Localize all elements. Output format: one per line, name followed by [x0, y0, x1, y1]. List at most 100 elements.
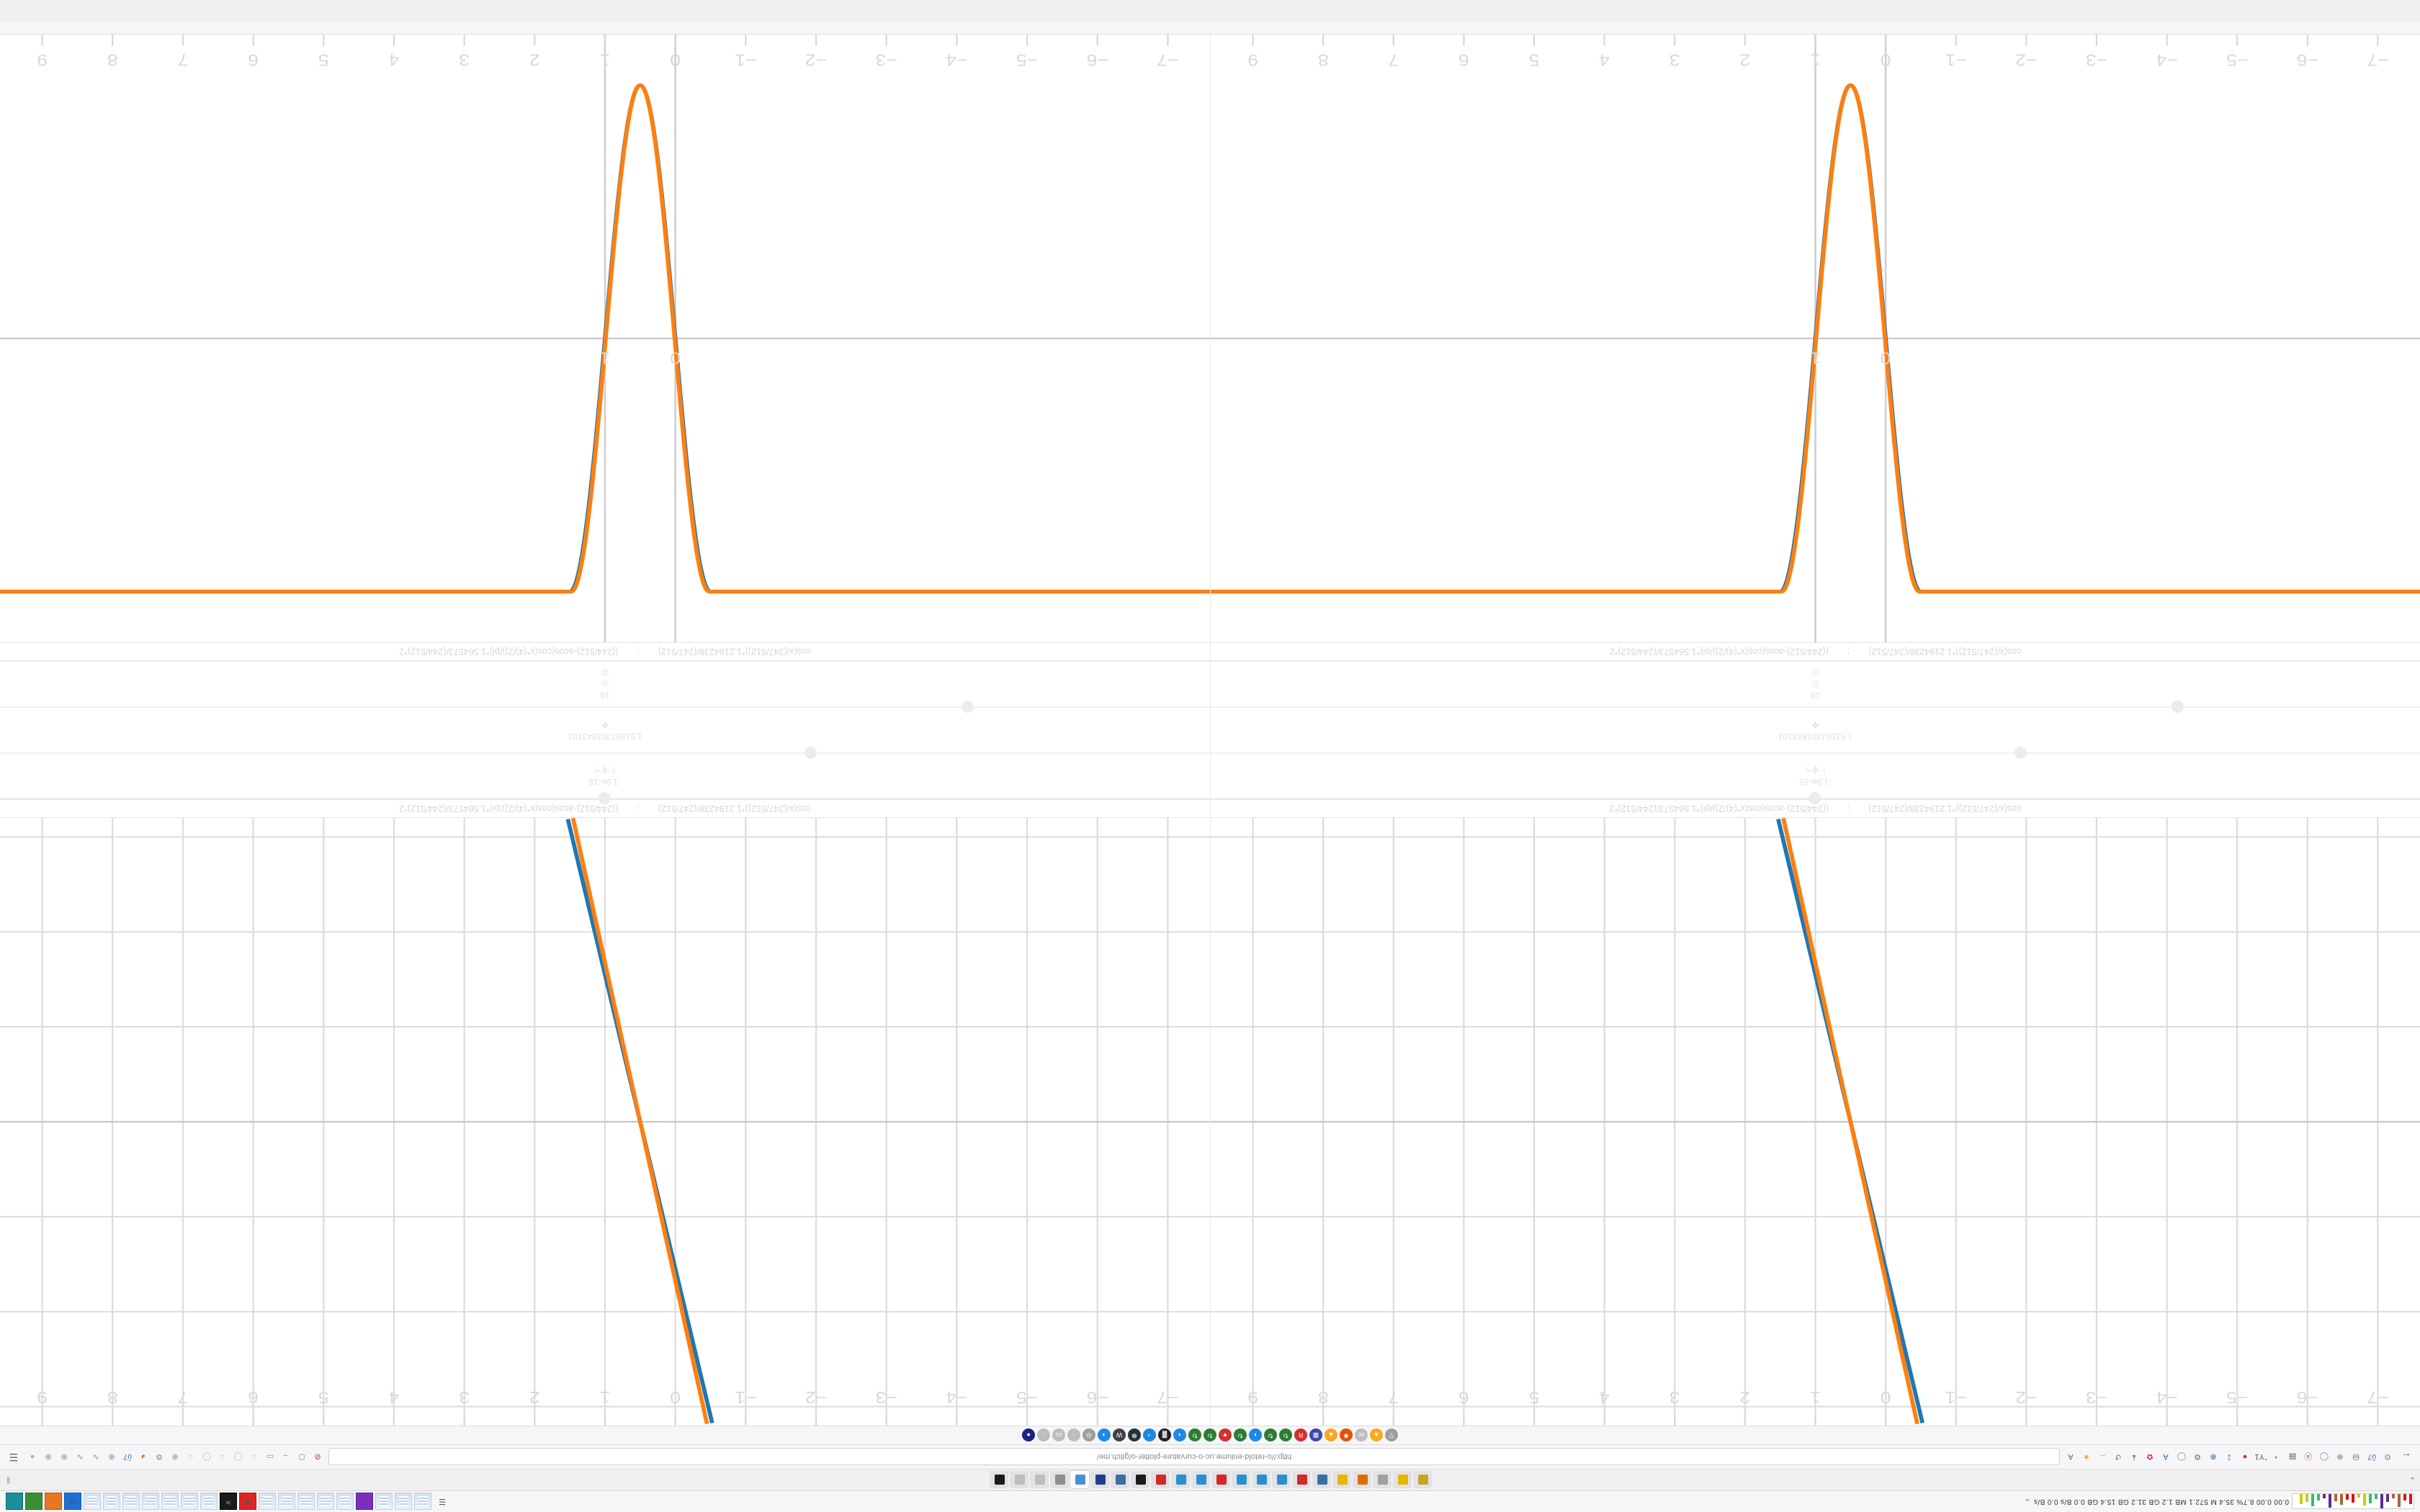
- task-window-7[interactable]: [297, 1493, 315, 1511]
- trash-icon[interactable]: Ὕ1: [2254, 1452, 2267, 1462]
- bookmark-21[interactable]: ◎: [1083, 1428, 1095, 1442]
- tab-7[interactable]: [1292, 1471, 1312, 1489]
- slider-extra-icon[interactable]: ◎: [601, 668, 609, 678]
- download-arrow-icon[interactable]: ↧: [2226, 1452, 2233, 1461]
- globe-icon[interactable]: ⊕: [2336, 1452, 2344, 1461]
- task-window-2[interactable]: [395, 1493, 412, 1511]
- dot-small-icon[interactable]: ○: [251, 1452, 257, 1462]
- slider-amplitude-track[interactable]: [1211, 747, 2420, 759]
- bookmark-2[interactable]: ▲: [1370, 1428, 1383, 1442]
- pill-icon[interactable]: ◯: [2177, 1452, 2187, 1461]
- tab-19[interactable]: [1050, 1471, 1070, 1489]
- wrench2-icon[interactable]: ὒ7: [122, 1452, 133, 1462]
- curve2-icon[interactable]: ∿: [76, 1452, 84, 1461]
- map-icon[interactable]: ◔: [2274, 1452, 2280, 1462]
- arrow-icon[interactable]: →: [282, 1452, 290, 1462]
- firefox-icon[interactable]: ◕: [140, 1452, 146, 1462]
- bookmark-1[interactable]: ▽: [1385, 1428, 1398, 1442]
- shield-icon[interactable]: ⬡: [298, 1452, 305, 1461]
- dot-small2-icon[interactable]: ○: [220, 1452, 225, 1462]
- formula-bar-left-bottom[interactable]: cos(x/(247/512))*1.2194238/(247/512) ; (…: [1211, 642, 2420, 661]
- task-window-21[interactable]: [25, 1493, 42, 1511]
- dot2-icon[interactable]: ◯: [202, 1452, 212, 1461]
- tab-20[interactable]: [1030, 1471, 1049, 1489]
- graph-derivative-left[interactable]: −7 −6 −5 −4 −3 −2 −1 0 1 2 3 4 5 6 7 8 9: [1211, 818, 2420, 1426]
- tab-17[interactable]: [1090, 1471, 1110, 1489]
- globe3-icon[interactable]: ⊕: [108, 1452, 115, 1461]
- system-monitor-graph[interactable]: [2292, 1493, 2414, 1510]
- tab-1[interactable]: [1413, 1471, 1433, 1489]
- globe2-icon[interactable]: ⊕: [171, 1452, 179, 1461]
- slider-amplitude-knob[interactable]: [804, 747, 817, 759]
- puzzle-icon[interactable]: ⛁: [2352, 1452, 2360, 1461]
- bookmark-13[interactable]: ↻: [1204, 1428, 1216, 1442]
- slider-amplitude-knob[interactable]: [2014, 747, 2027, 759]
- url-bar[interactable]: http://o-retold-enlume.uc-o-curvature-pl…: [328, 1448, 2060, 1466]
- task-window-14[interactable]: [161, 1493, 179, 1511]
- bookmark-6[interactable]: ▦: [1309, 1428, 1322, 1442]
- gear2-icon[interactable]: ⚙: [156, 1452, 163, 1461]
- formula-bar-right-bottom[interactable]: cos(x/(247/512))*1.2194238/(247/512) ; (…: [0, 642, 1210, 661]
- task-window-3[interactable]: [375, 1493, 393, 1511]
- curve-icon[interactable]: ∿: [92, 1452, 99, 1461]
- bookmark-11[interactable]: ↻: [1234, 1428, 1247, 1442]
- dot-icon[interactable]: ◯: [233, 1452, 243, 1461]
- bookmark-5[interactable]: ▲: [1325, 1428, 1337, 1442]
- slider-phase-knob[interactable]: [599, 792, 611, 804]
- task-window-16[interactable]: [122, 1493, 140, 1511]
- container-icon[interactable]: ▭: [266, 1452, 274, 1461]
- tab-22[interactable]: [990, 1471, 1009, 1489]
- window-list-toggle[interactable]: ☰: [439, 1497, 446, 1506]
- task-window-9[interactable]: [259, 1493, 276, 1511]
- slider-frequency-track[interactable]: [1211, 701, 2420, 713]
- tab-16[interactable]: [1111, 1471, 1130, 1489]
- graph-curve-right[interactable]: −7 −6 −5 −4 −3 −2 −1 0 1 2 3 4 5 6 7 8 9 0 1: [0, 35, 1210, 642]
- settings-icon[interactable]: ⚙: [2194, 1452, 2201, 1461]
- task-window-5[interactable]: [336, 1493, 354, 1511]
- app-menu-button[interactable]: ☰: [9, 1452, 19, 1463]
- bookmark-19[interactable]: W: [1113, 1428, 1126, 1442]
- tab-14[interactable]: [1151, 1471, 1170, 1489]
- avatar[interactable]: ●: [30, 1452, 35, 1462]
- bookmark-3[interactable]: cc: [1355, 1428, 1368, 1442]
- task-window-6[interactable]: [317, 1493, 334, 1511]
- bookmark-22[interactable]: ◌: [1067, 1428, 1080, 1442]
- bookmark-17[interactable]: ◔: [1143, 1428, 1156, 1442]
- task-firefox[interactable]: [414, 1493, 431, 1511]
- task-window-11[interactable]: ⚑: [220, 1493, 237, 1511]
- task-window-22[interactable]: [6, 1493, 23, 1511]
- tab-15[interactable]: [1131, 1471, 1150, 1489]
- tab-9[interactable]: [1252, 1471, 1271, 1489]
- task-window-4[interactable]: [356, 1493, 373, 1511]
- slider-extra-icon[interactable]: ◎: [1811, 668, 1819, 678]
- tab-2[interactable]: [1393, 1471, 1412, 1489]
- bookmark-24[interactable]: ◌: [1037, 1428, 1050, 1442]
- tab-18[interactable]: [1070, 1471, 1090, 1489]
- tab-8[interactable]: [1272, 1471, 1291, 1489]
- tab-11[interactable]: [1211, 1471, 1231, 1489]
- palette-icon[interactable]: ✿: [2146, 1452, 2154, 1461]
- slider-amplitude-icon[interactable]: ✥: [1811, 719, 1819, 730]
- bookmark-25[interactable]: ●: [1022, 1428, 1035, 1442]
- bookmark-16[interactable]: ▓: [1158, 1428, 1171, 1442]
- tab-3[interactable]: [1373, 1471, 1392, 1489]
- slider-frequency-track[interactable]: [0, 701, 1210, 713]
- refresh-icon[interactable]: ↺: [2115, 1452, 2122, 1461]
- notes-icon[interactable]: ▤: [2288, 1452, 2297, 1461]
- tab-13[interactable]: [1171, 1471, 1191, 1489]
- slider-amplitude-icon[interactable]: ✥: [601, 719, 609, 730]
- slider-frequency-knob[interactable]: [962, 701, 974, 713]
- reader-icon[interactable]: A: [2068, 1452, 2074, 1462]
- wrench-icon[interactable]: ὒ7: [2367, 1452, 2377, 1462]
- task-window-18[interactable]: [84, 1493, 101, 1511]
- task-window-12[interactable]: [200, 1493, 218, 1511]
- tab-5[interactable]: [1332, 1471, 1352, 1489]
- slider-frequency-icon[interactable]: ◎: [1811, 679, 1819, 690]
- save-icon[interactable]: ⤓: [2132, 1453, 2136, 1462]
- tab-12[interactable]: [1191, 1471, 1211, 1489]
- graph-derivative-right[interactable]: −7 −6 −5 −4 −3 −2 −1 0 1 2 3 4 5 6 7 8 9: [0, 818, 1210, 1426]
- tab-4[interactable]: [1353, 1471, 1372, 1489]
- bookmark-20[interactable]: ◑: [1098, 1428, 1111, 1442]
- slider-phase-icon[interactable]: ⊢ϕ⊣: [595, 765, 615, 776]
- tab-21[interactable]: [1010, 1471, 1029, 1489]
